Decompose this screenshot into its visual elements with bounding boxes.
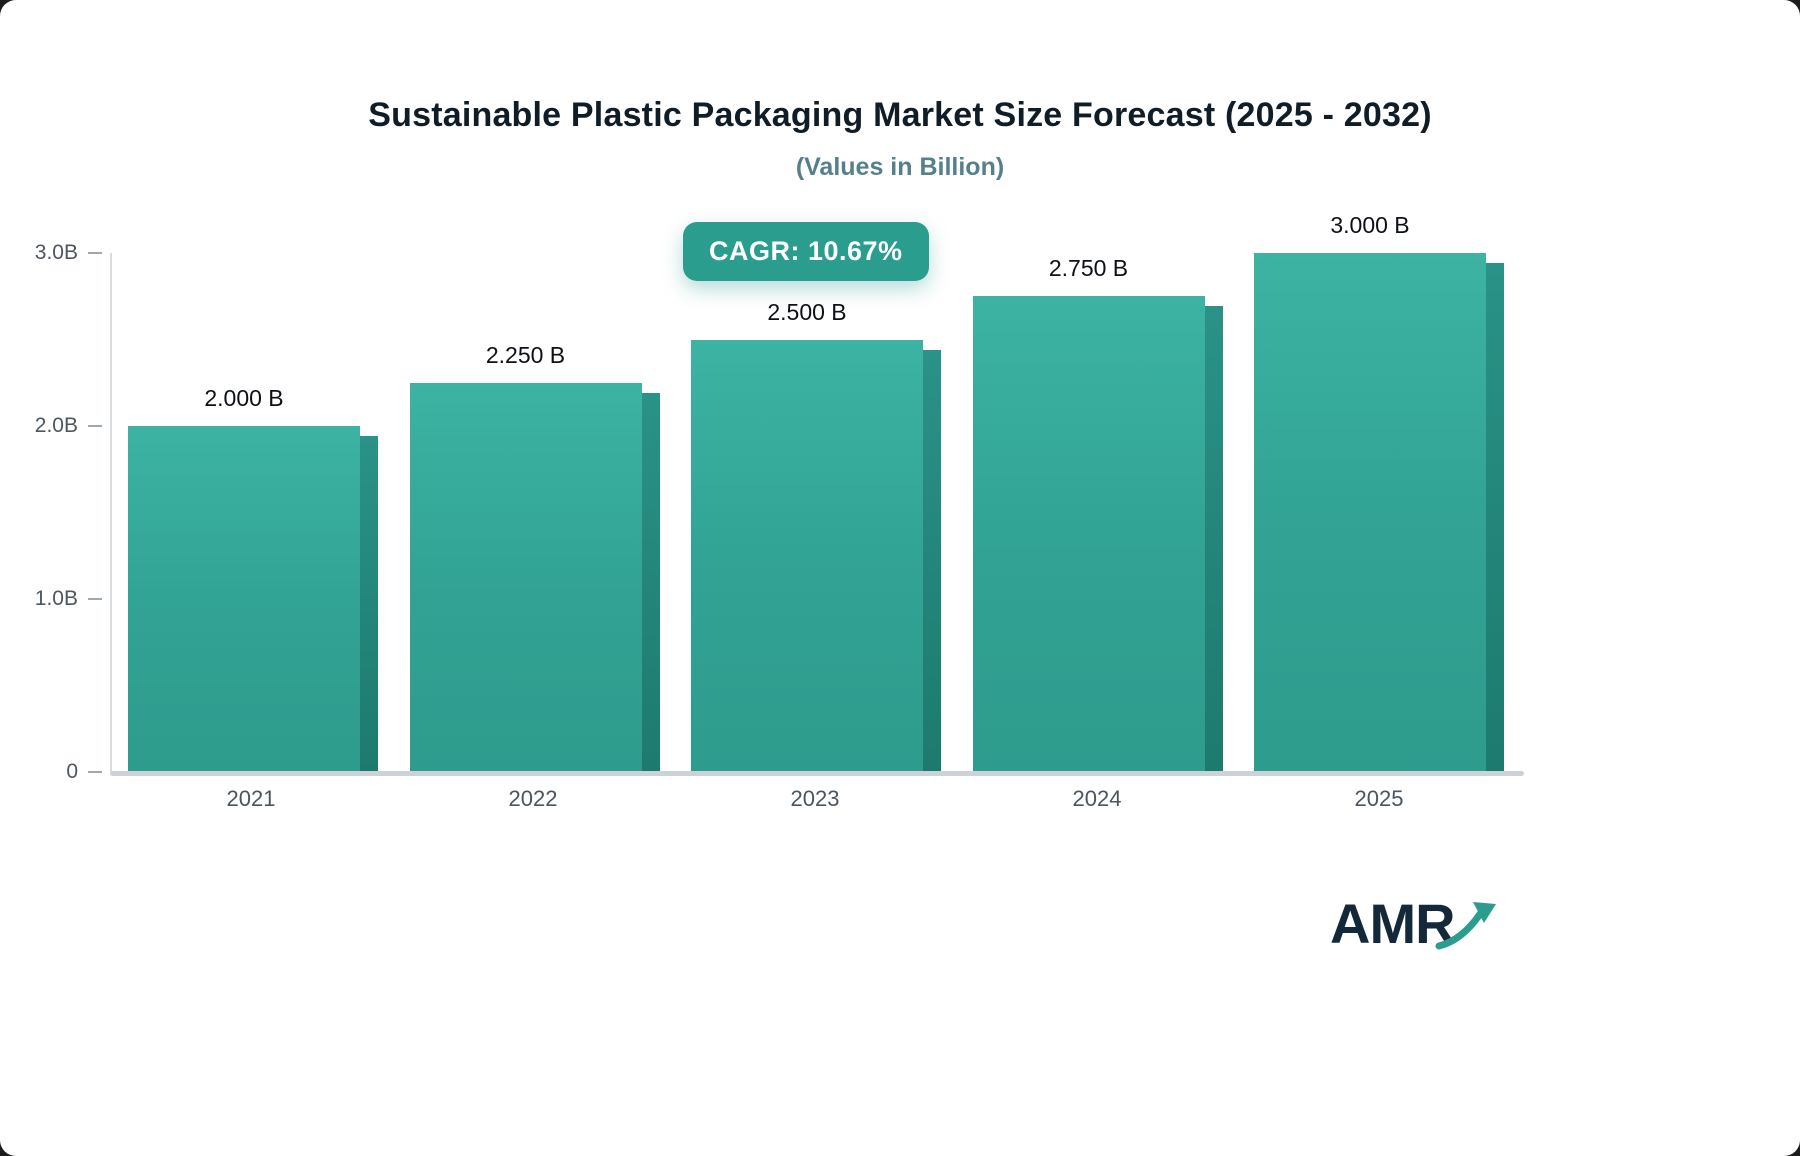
bar-value-label: 2.000 B [204,385,284,411]
y-axis-tick: 1.0B [26,587,102,611]
y-axis-tick: 2.0B [26,414,102,438]
y-axis-tick: 3.0B [26,241,102,265]
bar [1254,253,1504,772]
y-axis-tick-mark [88,252,102,254]
cagr-badge: CAGR: 10.67% [683,222,929,281]
bar-value-label: 3.000 B [1330,212,1410,238]
x-axis-label: 2025 [1354,786,1404,811]
y-axis-tick-label: 0 [66,760,78,783]
x-axis-label: 2024 [1072,786,1122,811]
x-axis-labels: 2021 2022 2023 2024 2025 [110,786,1520,812]
bar-slot: 2.500 B [691,298,941,772]
x-axis-label: 2022 [508,786,558,811]
bar [691,339,941,772]
bar-slot: 2.000 B [128,385,378,772]
y-axis-tick-label: 2.0B [34,414,78,437]
y-axis-tick-mark [88,425,102,427]
bar [128,426,378,772]
x-axis-label: 2021 [226,786,276,811]
x-axis-label: 2023 [790,786,840,811]
bar-value-label: 2.250 B [485,341,566,368]
y-axis-tick-mark [88,771,102,773]
bar-slot: 3.000 B [1254,212,1504,772]
chart-title: Sustainable Plastic Packaging Market Siz… [368,96,1432,134]
plot-area: 0 1.0B 2.0B 3.0B 2.000 B 2.250 B 2.500 B 2.750 … [35,212,1524,783]
bar [972,296,1223,772]
logo-arrow-icon [1435,902,1496,950]
bar-value-label: 2.750 B [1048,255,1129,282]
bar-slot: 2.750 B [972,255,1223,772]
y-axis-tick-label: 1.0B [34,587,78,610]
chart-subtitle: (Values in Billion) [795,153,1005,181]
y-axis-tick-label: 3.0B [34,241,78,264]
y-axis-tick: 0 [26,760,102,784]
bar-slot: 2.250 B [409,341,660,773]
bar-value-label: 2.500 B [767,298,847,325]
amr-logo-text: AMR [1330,892,1456,955]
y-axis-tick-mark [88,598,102,600]
amr-logo: AMR [1330,896,1497,952]
bar [409,382,660,773]
